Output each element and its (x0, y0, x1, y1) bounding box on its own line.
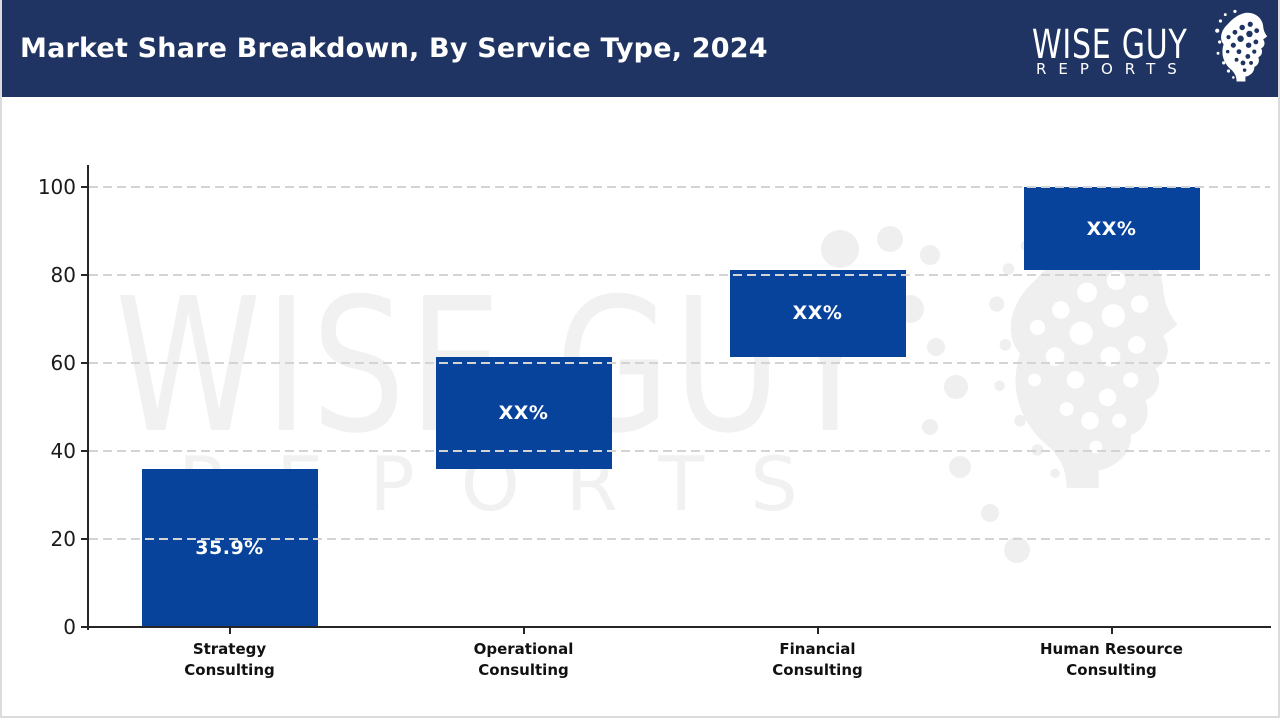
y-gridline (89, 186, 1270, 188)
bar-value-label: 35.9% (195, 537, 264, 559)
y-axis-tick-label: 80 (50, 263, 76, 287)
bar-value-label: XX% (498, 401, 549, 424)
x-axis-tick (522, 628, 525, 634)
x-axis-category-label: Financial Consulting (708, 639, 928, 681)
x-axis-category-line: Consulting (478, 661, 569, 679)
x-axis-category-label: Strategy Consulting (120, 639, 340, 681)
page-title: Market Share Breakdown, By Service Type,… (20, 33, 768, 64)
y-gridline (89, 450, 1270, 452)
x-axis-category-line: Consulting (772, 661, 863, 679)
x-axis-category-line: Financial (779, 640, 856, 658)
y-axis-tick (81, 362, 88, 364)
y-axis-tick-label: 60 (50, 351, 76, 375)
header-bar: Market Share Breakdown, By Service Type,… (0, 0, 1280, 97)
x-axis-tick (1110, 628, 1113, 634)
x-axis-category-line: Consulting (184, 661, 275, 679)
x-axis-category-line: Strategy (192, 640, 267, 658)
y-axis-tick-label: 0 (63, 615, 76, 639)
y-axis-tick-label: 20 (50, 527, 76, 551)
y-axis-tick (81, 274, 88, 276)
x-axis-category-line: Operational (473, 640, 574, 658)
bar-operational-consulting: XX% (435, 356, 612, 470)
y-gridline (89, 362, 1270, 364)
x-axis-category-label: Operational Consulting (414, 639, 634, 681)
y-axis-tick-label: 100 (37, 175, 76, 199)
bar-human-resource-consulting: XX% (1023, 187, 1200, 271)
y-axis-line (87, 165, 89, 630)
x-axis-line (87, 626, 1271, 628)
y-axis-tick-label: 40 (50, 439, 76, 463)
brand-logo-sub: REPORTS (1036, 60, 1189, 78)
x-axis-category-label: Human Resource Consulting (1002, 639, 1222, 681)
bar-value-label: XX% (1086, 217, 1137, 240)
y-axis-tick (81, 538, 88, 540)
x-axis-category-line: Human Resource (1040, 640, 1183, 658)
y-gridline (89, 538, 1270, 540)
y-gridline (89, 274, 1270, 276)
bar-financial-consulting: XX% (729, 270, 906, 357)
brand-logo-name: WISE GUY (1032, 22, 1188, 68)
x-axis-tick (816, 628, 819, 634)
y-axis-tick (81, 450, 88, 452)
bar-value-label: XX% (792, 302, 843, 325)
bar-strategy-consulting: 35.9% (141, 469, 318, 627)
brand-logo: WISE GUY REPORTS (1032, 0, 1272, 97)
y-axis-tick (81, 186, 88, 188)
x-axis-tick (228, 628, 231, 634)
brand-head-icon (1214, 8, 1272, 84)
y-axis-tick (81, 626, 88, 628)
x-axis-category-line: Consulting (1066, 661, 1157, 679)
